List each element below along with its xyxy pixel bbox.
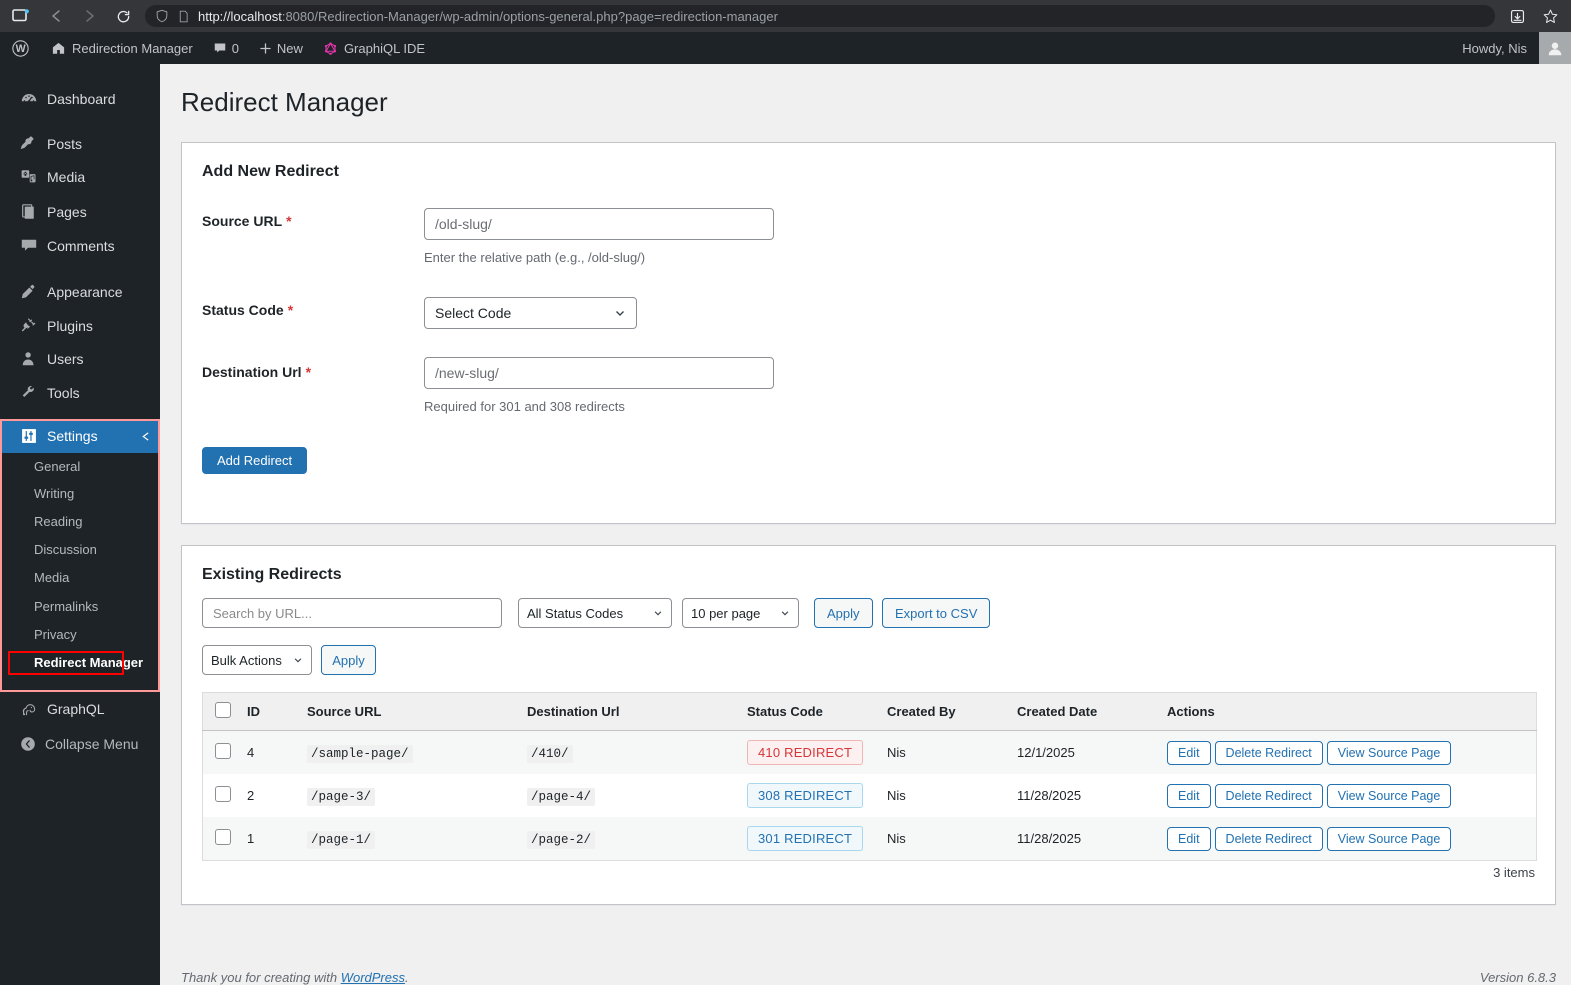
svg-text:W: W [16, 43, 26, 55]
